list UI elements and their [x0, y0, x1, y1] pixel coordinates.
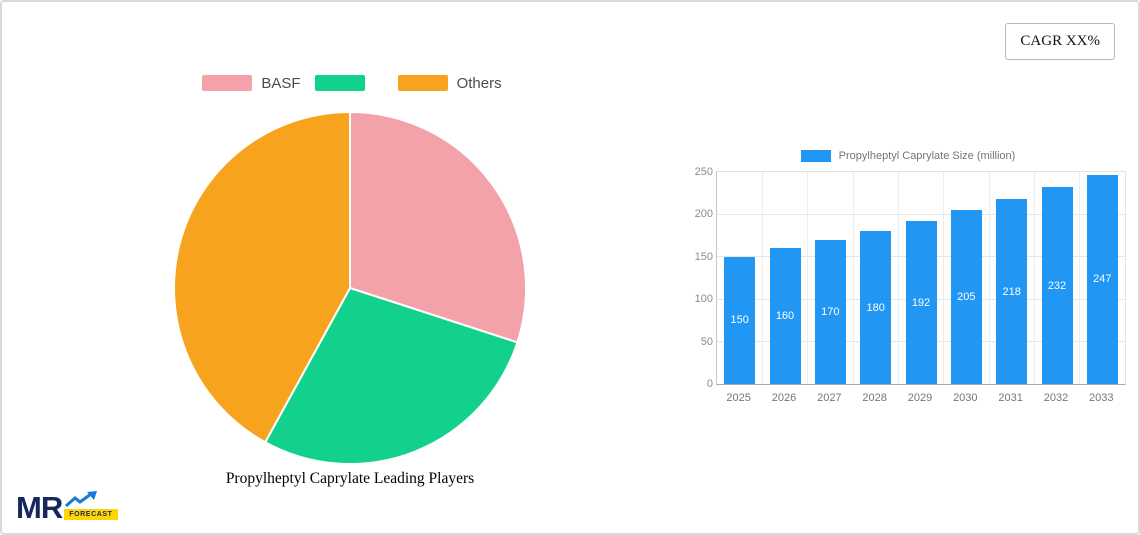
gridline-x-1 [761, 172, 763, 384]
bar-2027[interactable]: 170 [814, 239, 846, 384]
y-axis-tick-200: 200 [694, 208, 713, 221]
pie-legend-item-BASF[interactable]: BASF [202, 74, 301, 92]
pie-chart-section: BASF Others Propylheptyl Caprylate Leadin… [122, 72, 582, 487]
gridline-x-2 [807, 172, 809, 384]
gridline-x-5 [943, 172, 945, 384]
bar-value-label: 180 [866, 301, 885, 314]
x-axis-label-2031: 2031 [998, 392, 1023, 404]
legend-swatch [314, 75, 365, 91]
x-axis-label-2026: 2026 [771, 392, 797, 404]
bar-value-label: 247 [1093, 273, 1112, 286]
y-axis-tick-0: 0 [706, 378, 713, 390]
x-axis-label-2033: 2033 [1089, 392, 1114, 404]
x-axis-label-2025: 2025 [726, 392, 751, 404]
bar-value-label: 205 [957, 291, 976, 304]
bar-2030[interactable]: 205 [950, 210, 982, 384]
trend-arrow-icon [65, 491, 98, 508]
gridline-x-4 [897, 172, 899, 384]
cagr-badge[interactable]: CAGR XX% [1005, 23, 1115, 60]
bar-legend-swatch [800, 150, 831, 162]
bar-2033[interactable]: 247 [1086, 174, 1118, 384]
gridline-x-6 [988, 172, 990, 384]
legend-label: BASF [261, 74, 301, 92]
pie-legend: BASF Others [122, 72, 582, 94]
bar-2029[interactable]: 192 [905, 221, 937, 384]
logo-forecast-text: FORECAST [64, 509, 118, 520]
pie-legend-item-Others[interactable]: Others [397, 74, 502, 92]
pie-slice-Others[interactable] [173, 110, 351, 444]
x-axis-label-2028: 2028 [862, 392, 887, 404]
bar-legend[interactable]: Propylheptyl Caprylate Size (million) [686, 148, 1130, 164]
bar-value-label: 232 [1047, 279, 1067, 292]
bar-legend-label: Propylheptyl Caprylate Size (million) [838, 150, 1016, 162]
bar-2031[interactable]: 218 [996, 199, 1028, 384]
logo-mr-text: MR [16, 490, 63, 525]
x-axis-label-2032: 2032 [1043, 392, 1069, 404]
legend-swatch [202, 75, 253, 91]
bar-value-label: 218 [1002, 285, 1021, 298]
x-axis-label-2029: 2029 [907, 392, 933, 404]
pie-slice-unnamed-1[interactable] [263, 286, 519, 465]
y-axis-tick-50: 50 [700, 335, 713, 348]
pie-slice-BASF[interactable] [349, 110, 527, 344]
mr-forecast-logo: MR FORECAST [16, 491, 118, 525]
gridline-x-8 [1079, 172, 1081, 384]
bar-value-label: 192 [911, 296, 931, 309]
pie-chart-title: Propylheptyl Caprylate Leading Players [225, 470, 475, 487]
gridline-y-200 [717, 213, 1125, 215]
bar-plot-area: 0 50 100 150 200 250 150 160 170 180 192 205 218 232 2… [695, 166, 1126, 390]
legend-label: Others [456, 74, 502, 92]
gridline-x-7 [1033, 172, 1035, 384]
y-axis-tick-100: 100 [694, 293, 713, 306]
bar-x-axis-labels: 2025 2026 2027 2028 2029 2030 2031 2032 2033 [716, 392, 1124, 404]
bar-value-label: 150 [730, 314, 749, 327]
bar-2025[interactable]: 150 [724, 256, 756, 384]
y-axis-tick-250: 250 [694, 166, 713, 178]
bar-chart-section: Propylheptyl Caprylate Size (million) 0 5… [686, 148, 1130, 404]
bar-2028[interactable]: 180 [860, 231, 892, 384]
pie-chart [173, 110, 527, 465]
bar-2026[interactable]: 160 [769, 248, 801, 384]
bar-2032[interactable]: 232 [1041, 187, 1073, 384]
gridline-x-3 [852, 172, 854, 384]
x-axis-label-2027: 2027 [817, 392, 842, 404]
legend-swatch [397, 75, 448, 91]
x-axis-label-2030: 2030 [953, 392, 978, 404]
y-axis-tick-150: 150 [694, 250, 713, 263]
pie-legend-item-unnamed[interactable] [314, 75, 384, 91]
bar-value-label: 160 [775, 310, 795, 323]
bar-value-label: 170 [821, 305, 840, 318]
